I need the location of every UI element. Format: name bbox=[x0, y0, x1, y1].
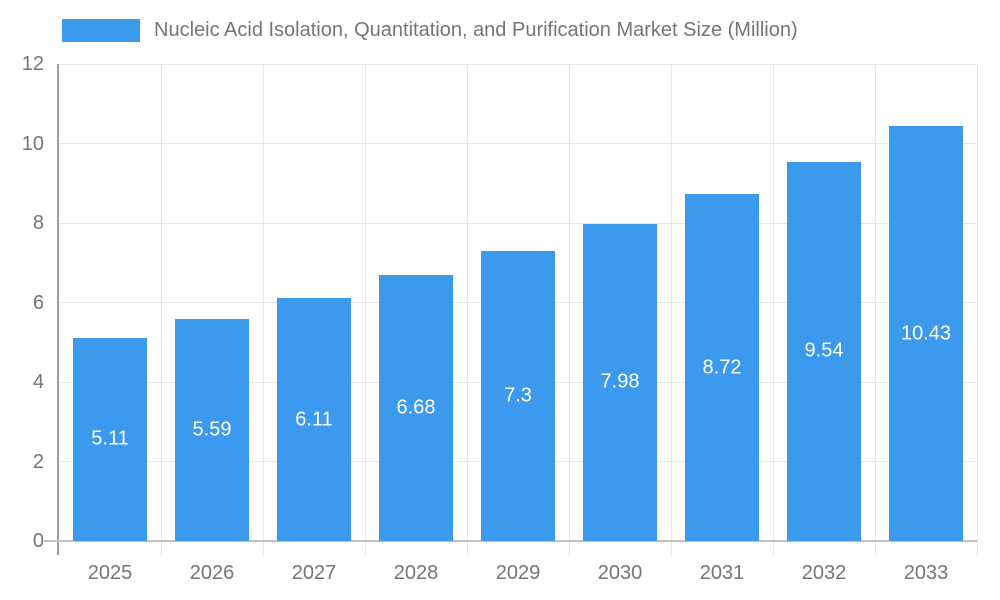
h-gridline bbox=[59, 222, 977, 224]
x-tick-label: 2028 bbox=[393, 562, 439, 584]
v-gridline bbox=[262, 64, 264, 555]
bar-value-label: 5.11 bbox=[91, 427, 129, 450]
bar-value-label: 6.68 bbox=[396, 396, 436, 419]
y-tick-label: 10 bbox=[21, 132, 44, 155]
v-gridline bbox=[160, 64, 162, 555]
bar bbox=[889, 126, 963, 541]
y-tick-label: 6 bbox=[32, 291, 44, 314]
bar bbox=[277, 298, 351, 541]
y-tick-label: 8 bbox=[32, 212, 44, 234]
x-tick-label: 2033 bbox=[903, 562, 949, 584]
y-tick-label: 0 bbox=[32, 530, 44, 552]
legend: Nucleic Acid Isolation, Quantitation, an… bbox=[62, 19, 798, 42]
v-gridline bbox=[670, 64, 672, 555]
x-tick-label: 2031 bbox=[699, 562, 745, 584]
x-axis-line bbox=[44, 540, 977, 542]
h-gridline bbox=[59, 63, 977, 65]
legend-label: Nucleic Acid Isolation, Quantitation, an… bbox=[154, 19, 798, 41]
bar bbox=[583, 223, 657, 541]
v-gridline bbox=[364, 64, 366, 555]
bar-value-label: 10.43 bbox=[900, 322, 952, 345]
v-gridline bbox=[772, 64, 774, 555]
x-tick-label: 2027 bbox=[291, 562, 337, 584]
x-tick-label: 2032 bbox=[801, 562, 847, 584]
bar-value-label: 6.11 bbox=[295, 408, 333, 431]
bar-value-label: 7.3 bbox=[504, 384, 532, 407]
bar bbox=[73, 337, 147, 541]
y-tick-label: 2 bbox=[32, 450, 44, 473]
x-tick-label: 2029 bbox=[495, 562, 541, 584]
bar-value-label: 8.72 bbox=[702, 356, 742, 379]
bar bbox=[685, 194, 759, 541]
bar bbox=[175, 318, 249, 541]
bar bbox=[787, 161, 861, 541]
x-tick-label: 2026 bbox=[189, 562, 235, 584]
v-gridline bbox=[568, 64, 570, 555]
bar-value-label: 5.59 bbox=[192, 418, 232, 441]
v-gridline bbox=[874, 64, 876, 555]
v-gridline bbox=[976, 64, 978, 555]
x-tick-label: 2030 bbox=[597, 562, 643, 584]
bar-value-label: 9.54 bbox=[804, 339, 844, 362]
bar bbox=[481, 250, 555, 541]
y-axis-line bbox=[57, 64, 59, 555]
y-tick-label: 12 bbox=[21, 53, 44, 75]
bar bbox=[379, 275, 453, 541]
h-gridline bbox=[59, 143, 977, 144]
v-gridline bbox=[466, 64, 468, 555]
y-tick-label: 4 bbox=[32, 371, 44, 393]
x-tick-label: 2025 bbox=[87, 562, 133, 584]
bar-value-label: 7.98 bbox=[600, 370, 640, 393]
legend-swatch bbox=[62, 19, 140, 42]
